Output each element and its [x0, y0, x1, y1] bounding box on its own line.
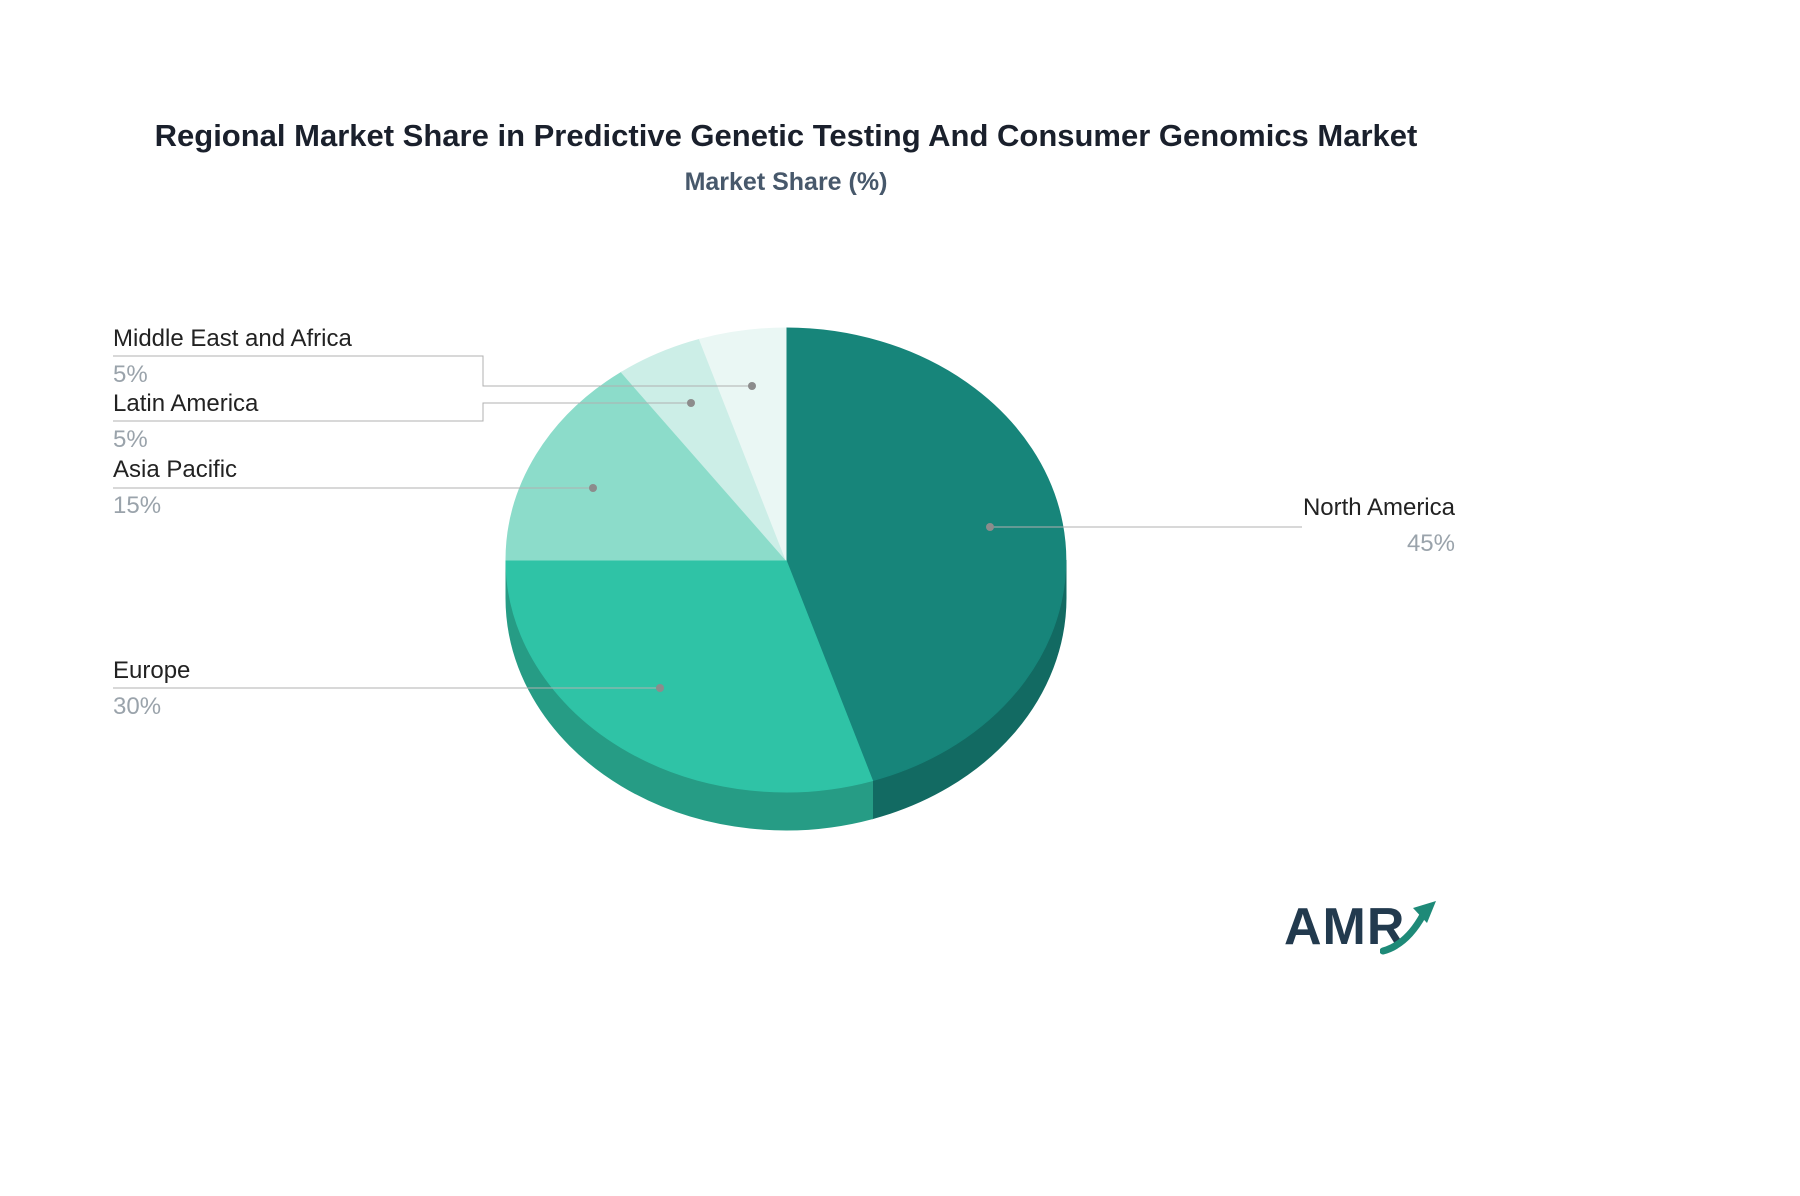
- leader-line-latin-america: [113, 402, 691, 422]
- amr-logo: AMR: [1284, 897, 1444, 967]
- chart-subtitle: Market Share (%): [684, 168, 888, 196]
- amr-logo-text: AMR: [1284, 898, 1406, 956]
- leader-dot-latin-america: [687, 399, 695, 407]
- leader-dot-middle-east-and-africa: [748, 382, 756, 390]
- leader-dot-europe: [656, 684, 664, 692]
- chart-title: Regional Market Share in Predictive Gene…: [154, 118, 1418, 153]
- leader-dot-north-america: [986, 523, 994, 531]
- leader-line-middle-east-and-africa: [113, 355, 752, 387]
- growth-arrow-icon: [1380, 901, 1436, 955]
- pie-slice-asia-pacific[interactable]: [505, 371, 788, 561]
- leader-dot-asia-pacific: [589, 484, 597, 492]
- pie-slice-europe[interactable]: [505, 559, 874, 793]
- pie-slice-north-america[interactable]: [785, 327, 1067, 782]
